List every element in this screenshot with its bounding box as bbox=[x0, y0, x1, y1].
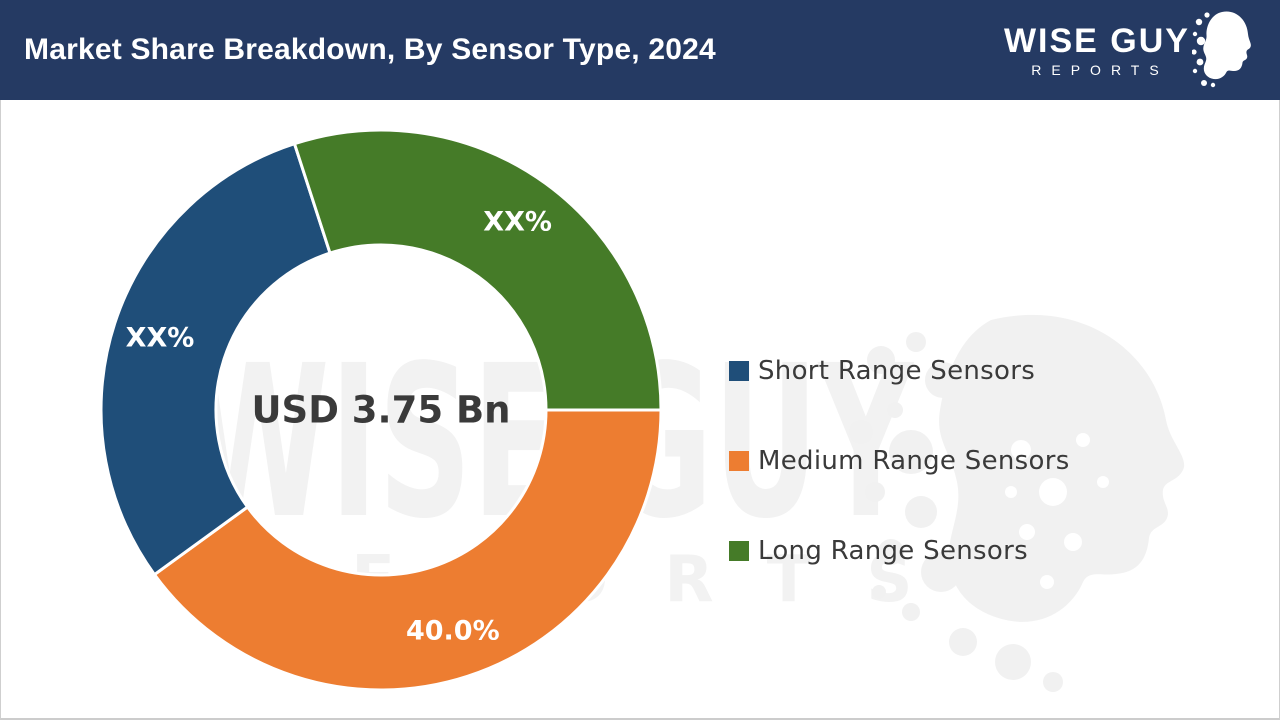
segment-label: 40.0% bbox=[406, 616, 500, 647]
logo-subtitle: REPORTS bbox=[1031, 61, 1169, 78]
legend-item-long-range: Long Range Sensors bbox=[729, 528, 1070, 574]
center-label: USD 3.75 Bn bbox=[252, 389, 511, 432]
segment-label: XX% bbox=[483, 207, 552, 238]
face-profile-dots-icon bbox=[1191, 7, 1254, 93]
legend-label: Short Range Sensors bbox=[758, 356, 1036, 386]
wise-guy-logo: WISE GUY REPORTS bbox=[1004, 7, 1254, 93]
donut-segment bbox=[292, 128, 663, 412]
page-title: Market Share Breakdown, By Sensor Type, … bbox=[24, 33, 716, 66]
segment-label: XX% bbox=[126, 323, 195, 354]
legend-item-medium-range: Medium Range Sensors bbox=[729, 438, 1070, 484]
legend-label: Medium Range Sensors bbox=[758, 446, 1070, 476]
chart-legend: Short Range Sensors Medium Range Sensors… bbox=[729, 348, 1070, 618]
logo-wordmark: WISE GUY bbox=[1003, 21, 1190, 60]
donut-chart: 40.0% XX% XX% USD 3.75 Bn bbox=[99, 128, 663, 692]
legend-swatch-icon bbox=[729, 451, 749, 471]
chart-canvas: WISE GUY REPORTS bbox=[0, 100, 1280, 720]
watermark-head-icon bbox=[821, 290, 1221, 714]
legend-item-short-range: Short Range Sensors bbox=[729, 348, 1070, 394]
header-bar: Market Share Breakdown, By Sensor Type, … bbox=[0, 0, 1280, 100]
donut-segment bbox=[152, 408, 663, 692]
legend-swatch-icon bbox=[729, 361, 749, 381]
legend-swatch-icon bbox=[729, 541, 749, 561]
logo-text: WISE GUY REPORTS bbox=[1004, 24, 1190, 77]
donut-segment bbox=[99, 142, 332, 577]
legend-label: Long Range Sensors bbox=[758, 536, 1028, 566]
